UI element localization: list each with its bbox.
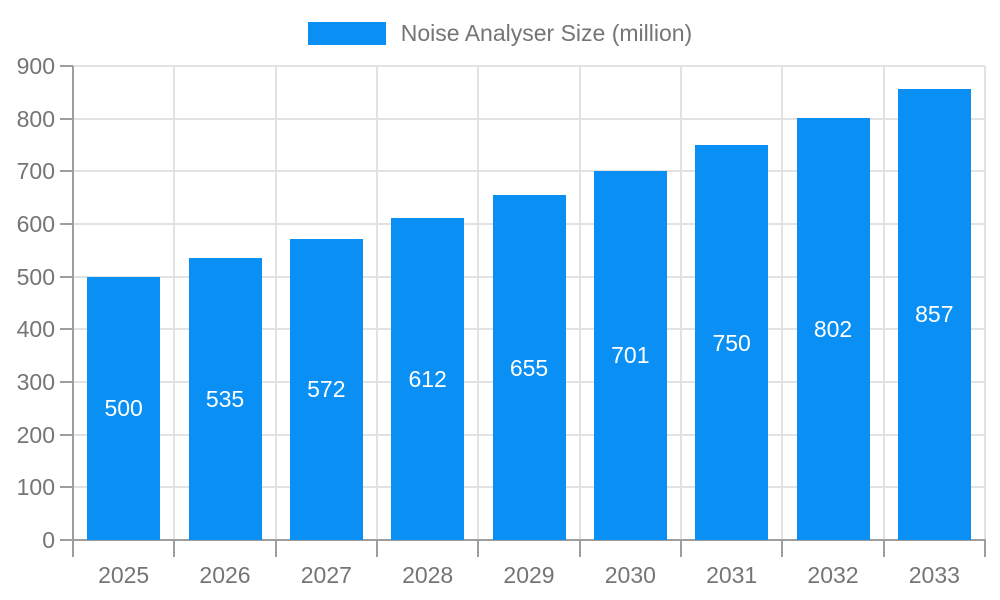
y-axis-tick-label: 900 [16, 53, 55, 79]
gridline-vertical [477, 66, 480, 540]
y-axis-tick-label: 600 [16, 211, 55, 237]
bar-value-label: 500 [104, 395, 143, 422]
legend[interactable]: Noise Analyser Size (million) [0, 20, 1000, 47]
legend-swatch-icon [307, 22, 386, 45]
y-axis-tick [60, 275, 73, 278]
y-axis-tick-label: 800 [16, 105, 55, 132]
bar-2030[interactable] [593, 170, 667, 540]
gridline-horizontal [73, 170, 985, 173]
y-axis-tick [60, 486, 73, 489]
x-axis-tick-label: 2027 [300, 562, 352, 588]
x-axis-tick [680, 540, 682, 557]
bar-value-label: 857 [915, 301, 954, 328]
gridline-horizontal [73, 117, 985, 120]
bar-value-label: 535 [205, 386, 245, 413]
bar-2032[interactable] [796, 117, 870, 540]
y-axis-tick-label: 700 [16, 158, 55, 185]
x-axis-tick [274, 540, 277, 557]
x-axis-tick-label: 2033 [908, 562, 960, 588]
x-axis-tick [578, 540, 581, 557]
gridline-vertical [781, 66, 784, 540]
gridline-vertical [274, 66, 277, 540]
x-axis-tick-label: 2026 [199, 562, 251, 588]
x-axis-tick-label: 2032 [807, 562, 859, 588]
bar-2031[interactable] [695, 145, 769, 540]
bar-2028[interactable] [391, 217, 465, 540]
y-axis-tick-label: 300 [16, 369, 55, 395]
y-axis-line [72, 66, 74, 557]
x-axis-tick-label: 2030 [604, 562, 656, 588]
bar-value-label: 701 [611, 342, 650, 369]
bar-value-label: 750 [712, 329, 751, 356]
y-axis-tick [60, 381, 73, 383]
bar-2029[interactable] [492, 195, 566, 540]
x-axis-tick [376, 540, 378, 557]
gridline-vertical [376, 66, 378, 540]
legend-label: Noise Analyser Size (million) [400, 20, 693, 46]
x-axis-tick [173, 540, 176, 557]
y-axis-tick-label: 200 [16, 421, 55, 448]
y-axis-tick [60, 539, 73, 541]
y-axis-tick-label: 500 [16, 263, 55, 290]
gridline-horizontal [73, 65, 985, 67]
bar-2027[interactable] [289, 238, 363, 540]
y-axis-tick [60, 433, 73, 436]
gridline-vertical [680, 66, 682, 540]
gridline-vertical [984, 66, 986, 540]
bar-2026[interactable] [188, 258, 262, 540]
x-axis-tick [477, 540, 480, 557]
y-axis-tick [60, 65, 73, 67]
bar-value-label: 612 [408, 365, 447, 392]
gridline-vertical [882, 66, 885, 540]
bar-value-label: 802 [813, 315, 853, 342]
x-axis-tick-label: 2028 [402, 562, 454, 588]
y-axis-tick [60, 170, 73, 173]
y-axis-tick [60, 117, 73, 120]
bar-2033[interactable] [897, 88, 971, 540]
y-axis-tick-label: 0 [42, 527, 55, 553]
x-axis-tick-label: 2031 [706, 562, 758, 588]
x-axis-tick [984, 540, 986, 557]
x-axis-line [72, 539, 986, 541]
x-axis-tick [781, 540, 784, 557]
y-axis-tick-label: 400 [16, 316, 55, 343]
y-axis-tick [60, 223, 73, 225]
x-axis-tick-label: 2029 [503, 562, 555, 588]
bar-value-label: 655 [509, 354, 549, 381]
x-axis-tick-label: 2025 [98, 562, 150, 588]
x-axis-tick [882, 540, 885, 557]
y-axis-tick [60, 328, 73, 331]
bar-value-label: 572 [307, 376, 346, 403]
y-axis-tick-label: 100 [16, 474, 55, 501]
gridline-vertical [578, 66, 581, 540]
gridline-vertical [173, 66, 176, 540]
bar-2025[interactable] [87, 276, 161, 540]
